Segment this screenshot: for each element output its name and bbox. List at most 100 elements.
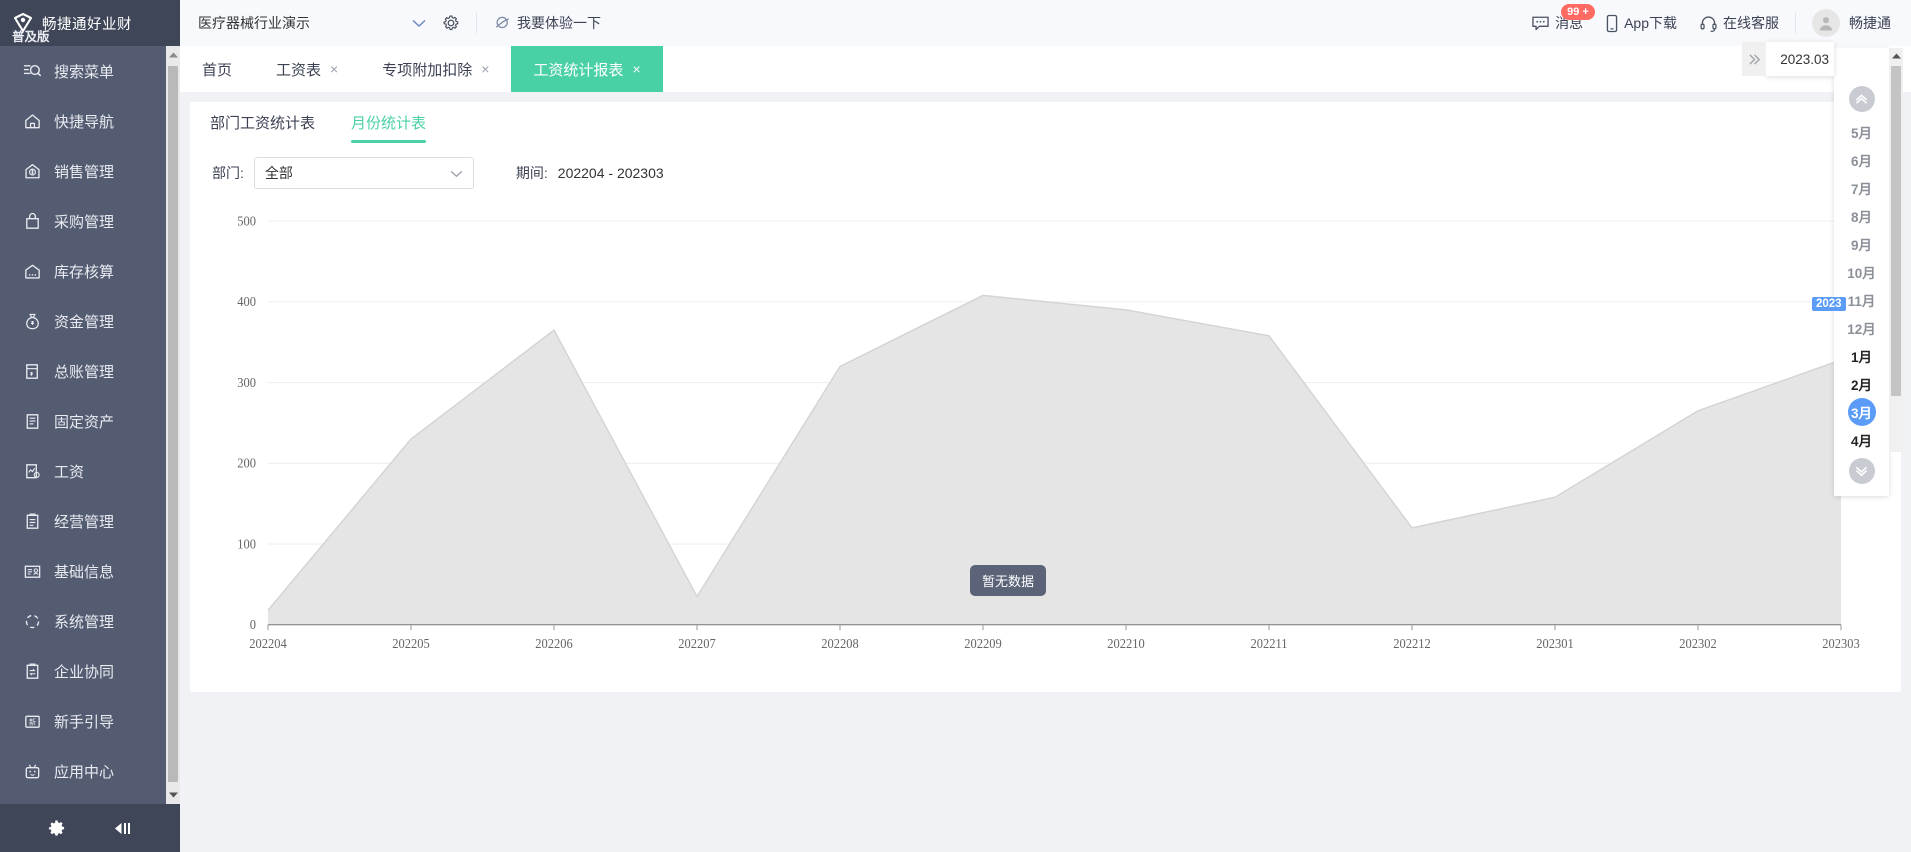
trial-button[interactable]: 我要体验一下 — [493, 13, 601, 33]
sidebar-item-new-guide[interactable]: 新 新手引导 — [0, 696, 180, 746]
chevron-down-circle-icon[interactable] — [1848, 458, 1875, 484]
sidebar-item-inventory[interactable]: 库存核算 — [0, 246, 180, 296]
chart-x-tick-marks — [267, 624, 1842, 631]
dept-label: 部门: — [212, 165, 244, 181]
sidebar-item-fixed-assets[interactable]: 固定资产 — [0, 396, 180, 446]
sidebar-item-purchase[interactable]: 采购管理 — [0, 196, 180, 246]
scroll-down-arrow-icon[interactable] — [166, 786, 180, 804]
close-icon[interactable]: × — [330, 61, 339, 77]
header-right-group: 消息 99 + App下载 在线客服 畅捷通 — [1509, 4, 1911, 37]
online-support-button[interactable]: 在线客服 — [1699, 13, 1779, 33]
subtab-department-payroll[interactable]: 部门工资统计表 — [210, 102, 315, 143]
month-label: 10月 — [1847, 266, 1876, 281]
online-support-label: 在线客服 — [1723, 15, 1779, 31]
close-icon[interactable]: × — [481, 61, 490, 77]
trial-label: 我要体验一下 — [517, 15, 601, 31]
tab-special-deduction[interactable]: 专项附加扣除 × — [360, 46, 511, 92]
sidebar-item-label: 经营管理 — [54, 513, 115, 531]
sidebar-item-search-menu[interactable]: 搜索菜单 — [0, 46, 180, 96]
chart-x-tick-label: 202301 — [1536, 637, 1573, 651]
payroll-icon — [22, 461, 42, 481]
month-label: 9月 — [1850, 238, 1872, 253]
tab-home[interactable]: 首页 — [180, 46, 254, 92]
sidebar-item-app-center[interactable]: 应用中心 — [0, 746, 180, 796]
sidebar-item-basic-info[interactable]: 基础信息 — [0, 546, 180, 596]
sidebar-item-funds[interactable]: 资金管理 — [0, 296, 180, 346]
tab-payroll-table[interactable]: 工资表 × — [254, 46, 360, 92]
month-item-2022-10[interactable]: 10月 — [1834, 258, 1889, 286]
close-icon[interactable]: × — [632, 61, 641, 77]
month-item-2022-09[interactable]: 9月 — [1834, 230, 1889, 258]
sidebar-item-payroll[interactable]: 工资 — [0, 446, 180, 496]
chart-y-tick-label: 300 — [237, 375, 256, 389]
month-item-2023-04[interactable]: 4月 — [1834, 426, 1889, 454]
sidebar-item-label: 系统管理 — [54, 613, 115, 631]
month-list: 5月 6月 7月 8月 9月 10月 11月 12月 1月 2月 3月 4月 — [1834, 48, 1889, 484]
sidebar-item-quick-nav[interactable]: 快捷导航 — [0, 96, 180, 146]
chart-x-axis-labels: 202204 202205 202206 202207 202208 202209 2022… — [249, 637, 1859, 651]
app-download-button[interactable]: App下载 — [1605, 13, 1677, 33]
monthly-area-chart: 0 100 200 300 400 500 202204 202205 202206 20220… — [190, 202, 1901, 680]
messages-button[interactable]: 消息 99 + — [1531, 4, 1595, 33]
month-label: 11月 — [1847, 294, 1876, 309]
scrollbar-thumb[interactable] — [1891, 66, 1901, 396]
subtab-label: 部门工资统计表 — [210, 115, 316, 132]
sidebar-item-label: 资金管理 — [54, 313, 115, 331]
tab-label: 工资统计报表 — [533, 61, 624, 79]
chart-x-tick-label: 202302 — [1679, 637, 1716, 651]
month-item-2022-05[interactable]: 5月 — [1834, 118, 1889, 146]
sidebar-item-sales[interactable]: 销售管理 — [0, 146, 180, 196]
fixed-asset-icon — [22, 411, 42, 431]
mobile-icon — [1605, 14, 1619, 33]
month-item-2022-11[interactable]: 11月 — [1834, 286, 1889, 314]
user-menu[interactable]: 畅捷通 — [1812, 9, 1891, 37]
month-item-2023-03[interactable]: 3月 — [1847, 398, 1876, 426]
double-chevron-right-icon[interactable] — [1742, 42, 1766, 76]
app-download-label: App下载 — [1624, 15, 1677, 31]
month-picker-header: 2023.03 — [1742, 42, 1834, 76]
month-item-2023-02[interactable]: 2月 — [1834, 370, 1889, 398]
month-label: 8月 — [1850, 210, 1872, 225]
month-label: 4月 — [1850, 434, 1872, 449]
scrollbar-thumb[interactable] — [168, 66, 178, 782]
sidebar-item-label: 工资 — [54, 463, 85, 481]
gear-icon[interactable] — [47, 819, 66, 838]
month-item-2022-12[interactable]: 12月 — [1834, 314, 1889, 342]
month-item-2022-06[interactable]: 6月 — [1834, 146, 1889, 174]
month-item-2023-01[interactable]: 1月 — [1834, 342, 1889, 370]
dept-select-value: 全部 — [264, 165, 293, 181]
month-picker: 2023.03 5月 6月 7月 8月 9月 10月 11月 12月 1月 2月… — [1742, 42, 1903, 496]
sidebar-scrollbar[interactable] — [166, 46, 180, 804]
scroll-up-arrow-icon[interactable] — [166, 46, 180, 64]
period-value: 202204 - 202303 — [557, 165, 664, 181]
scroll-up-arrow-icon[interactable] — [1889, 48, 1903, 64]
sidebar-item-label: 固定资产 — [54, 413, 115, 431]
tab-payroll-statistics-report[interactable]: 工资统计报表 × — [511, 46, 663, 92]
month-picker-scrollbar[interactable] — [1889, 48, 1903, 452]
year-flag-badge: 2023 — [1812, 297, 1846, 311]
month-item-2022-07[interactable]: 7月 — [1834, 174, 1889, 202]
sidebar-item-ledger[interactable]: 总账管理 — [0, 346, 180, 396]
purchase-bag-icon — [22, 211, 42, 231]
collapse-sidebar-icon[interactable] — [112, 821, 133, 836]
subtab-monthly-statistics[interactable]: 月份统计表 — [351, 102, 427, 143]
sidebar: 畅捷通好业财 普及版 搜索菜单 快捷导航 销售管理 采购管理 — [0, 0, 180, 852]
chart-y-tick-label: 100 — [237, 537, 256, 551]
sidebar-item-system[interactable]: 系统管理 — [0, 596, 180, 646]
org-select-value: 医疗器械行业演示 — [198, 15, 310, 31]
period-group: 期间: 202204 - 202303 — [516, 163, 664, 183]
org-select[interactable]: 医疗器械行业演示 — [192, 6, 432, 40]
search-menu-icon — [22, 61, 42, 81]
chart-x-tick-label: 202205 — [392, 637, 429, 651]
new-guide-icon: 新 — [22, 711, 42, 731]
sidebar-item-operations[interactable]: 经营管理 — [0, 496, 180, 546]
sidebar-item-collaboration[interactable]: 企业协同 — [0, 646, 180, 696]
header-gear-icon[interactable] — [442, 14, 460, 32]
period-label: 期间: — [515, 165, 548, 181]
brand-name: 畅捷通好业财 — [42, 16, 132, 33]
chevron-up-circle-icon[interactable] — [1848, 86, 1875, 112]
dept-select[interactable]: 全部 — [253, 157, 474, 189]
month-item-2022-08[interactable]: 8月 — [1834, 202, 1889, 230]
sub-tabs: 部门工资统计表 月份统计表 — [190, 102, 1901, 144]
chart-y-axis-labels: 0 100 200 300 400 500 — [237, 214, 256, 632]
